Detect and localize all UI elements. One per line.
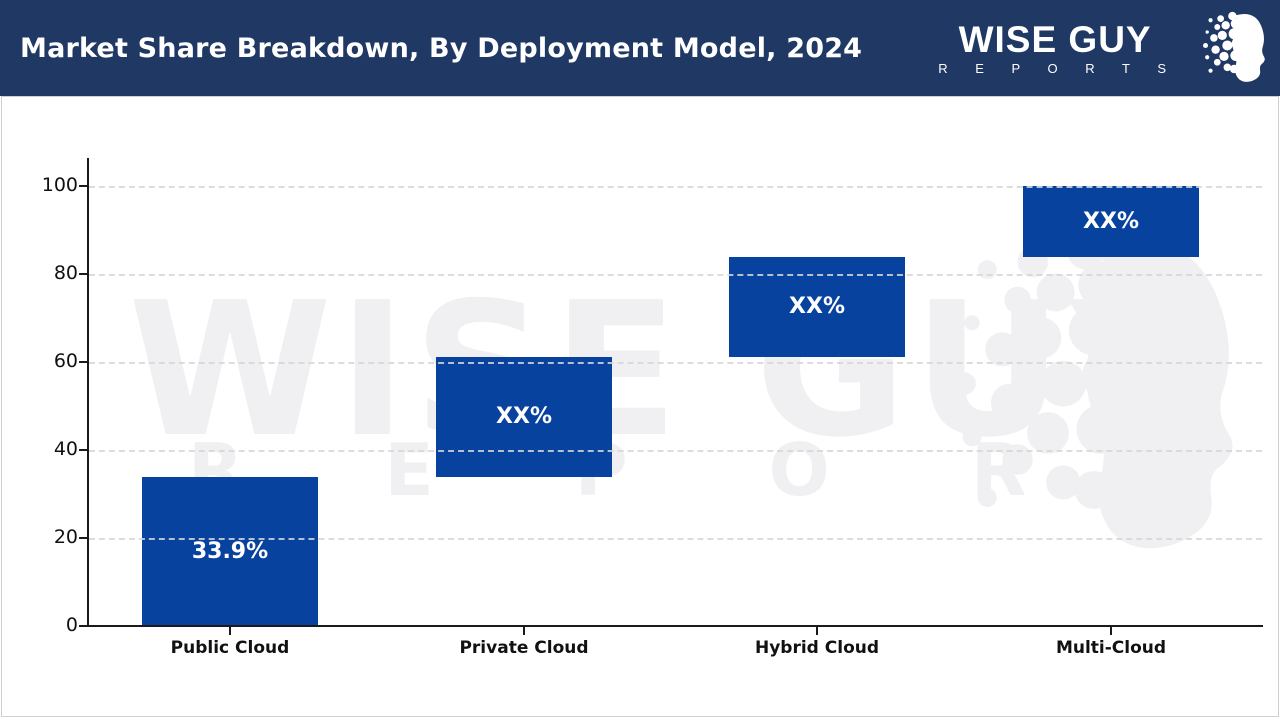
x-axis-tick-mark — [523, 627, 525, 635]
bar-private-cloud: XX% — [436, 357, 612, 477]
bar-public-cloud: 33.9% — [142, 476, 318, 626]
category-label-multi-cloud: Multi-Cloud — [1055, 638, 1167, 658]
y-axis-tick-mark — [79, 449, 88, 451]
bar-value-label: 33.9% — [191, 538, 269, 564]
y-axis-tick-label: 80 — [53, 262, 78, 284]
bar-multi-cloud: XX% — [1023, 186, 1199, 257]
watermark-face-dots-graphic — [953, 231, 1233, 549]
y-axis-tick-mark — [79, 273, 88, 275]
gridline-20 — [89, 538, 1262, 540]
y-axis-tick-mark — [79, 625, 88, 627]
logo-face-dots-icon — [1203, 11, 1265, 82]
y-axis-tick-label: 20 — [53, 526, 78, 548]
y-axis-tick-label: 0 — [65, 614, 78, 636]
logo-reports-text: R E P O R T S — [938, 60, 1178, 76]
bar-value-label: XX% — [496, 404, 552, 430]
y-axis-tick-label: 60 — [53, 350, 78, 372]
x-axis-tick-mark — [229, 627, 231, 635]
gridline-80 — [89, 274, 1262, 276]
x-axis-tick-mark — [1110, 627, 1112, 635]
logo-wiseguy-text: WISE GUY — [958, 18, 1152, 60]
header-band: Market Share Breakdown, By Deployment Mo… — [0, 0, 1280, 96]
bar-hybrid-cloud: XX% — [729, 256, 905, 358]
category-label-hybrid-cloud: Hybrid Cloud — [754, 638, 880, 658]
category-label-private-cloud: Private Cloud — [459, 638, 589, 658]
y-axis-tick-label: 40 — [53, 438, 78, 460]
y-axis-spine — [87, 158, 89, 627]
bar-value-label: XX% — [1083, 208, 1139, 234]
x-axis-spine — [87, 625, 1263, 627]
gridline-100 — [89, 186, 1262, 188]
y-axis-tick-mark — [79, 185, 88, 187]
y-axis-tick-label: 100 — [41, 174, 78, 196]
chart-title: Market Share Breakdown, By Deployment Mo… — [20, 32, 863, 64]
y-axis-tick-mark — [79, 361, 88, 363]
bar-value-label: XX% — [789, 294, 845, 320]
gridline-60 — [89, 362, 1262, 364]
y-axis-tick-mark — [79, 537, 88, 539]
gridline-40 — [89, 450, 1262, 452]
category-label-public-cloud: Public Cloud — [170, 638, 290, 658]
wise-guy-reports-logo: WISE GUY R E P O R T S — [932, 0, 1266, 96]
x-axis-tick-mark — [816, 627, 818, 635]
